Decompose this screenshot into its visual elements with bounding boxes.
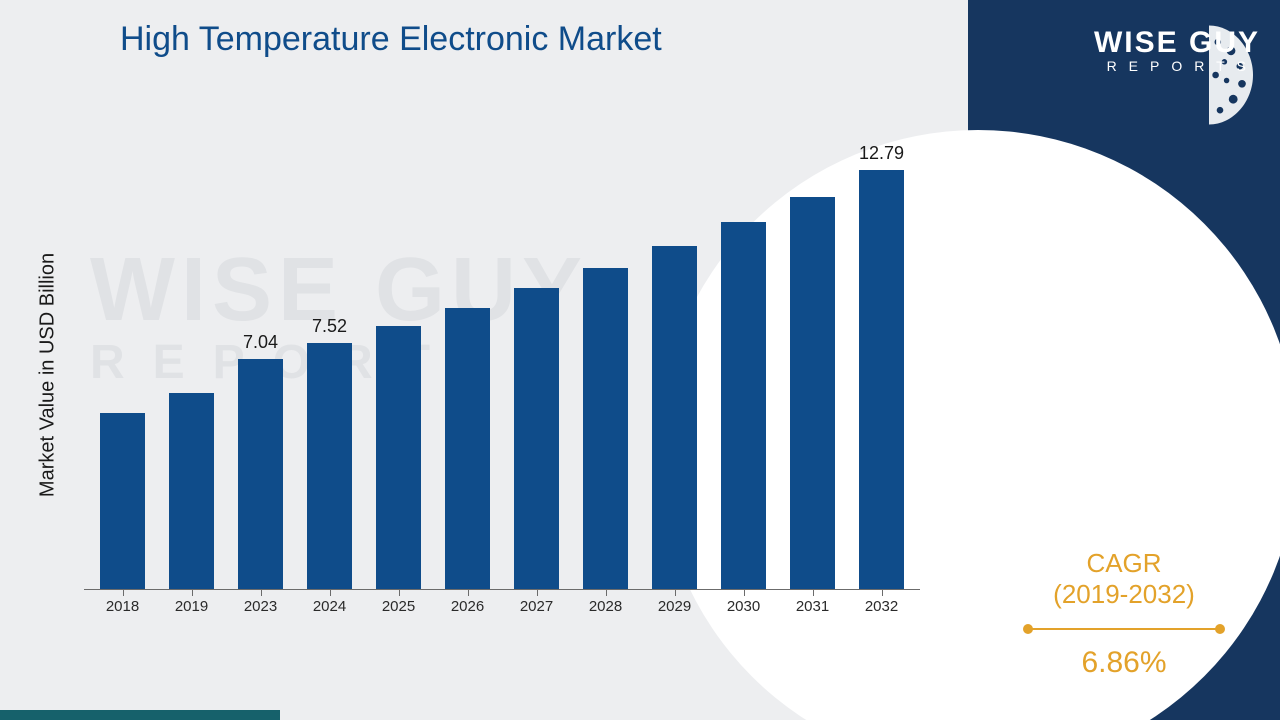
x-tick-label: 2028: [571, 590, 640, 620]
x-tick-label: 2031: [778, 590, 847, 620]
x-tick-label: 2019: [157, 590, 226, 620]
bar-value-label: 12.79: [859, 143, 904, 164]
brand-subname: REPORTS: [1094, 58, 1260, 74]
x-tick-label: 2026: [433, 590, 502, 620]
chart-title: High Temperature Electronic Market: [120, 20, 662, 59]
bar: [376, 326, 420, 590]
x-tick-label: 2027: [502, 590, 571, 620]
y-axis-label: Market Value in USD Billion: [37, 253, 60, 497]
right-panel: WISE GUY REPORTS CAGR (2019-2032) 6.86%: [968, 0, 1280, 720]
x-tick-label: 2029: [640, 590, 709, 620]
bar: [721, 222, 765, 590]
bar: [583, 268, 627, 590]
cagr-value: 6.86%: [998, 646, 1250, 680]
cagr-years: (2019-2032): [998, 579, 1250, 610]
bar: [445, 308, 489, 590]
plot-region: 7.04 7.52 12.79: [84, 130, 920, 590]
x-tick-label: 2032: [847, 590, 916, 620]
cagr-divider: [1028, 628, 1220, 630]
brand-name: WISE GUY: [1094, 26, 1260, 60]
bar-slot: [502, 130, 571, 590]
brand-block: WISE GUY REPORTS: [1094, 26, 1260, 74]
x-axis-labels: 2018201920232024202520262027202820292030…: [84, 590, 920, 620]
bar: [859, 170, 903, 590]
bar: [100, 413, 144, 590]
bar-slot: [364, 130, 433, 590]
bar-slot: [571, 130, 640, 590]
bar-value-label: 7.52: [312, 316, 347, 337]
bar-slot: 7.04: [226, 130, 295, 590]
bar-slot: [640, 130, 709, 590]
bottom-accent-bar: [0, 710, 280, 720]
bar-slot: 7.52: [295, 130, 364, 590]
x-tick-label: 2024: [295, 590, 364, 620]
x-tick-label: 2030: [709, 590, 778, 620]
bar-slot: [709, 130, 778, 590]
bar-value-label: 7.04: [243, 332, 278, 353]
bar-slot: 12.79: [847, 130, 916, 590]
bar-slot: [778, 130, 847, 590]
bar-slot: [88, 130, 157, 590]
bars-container: 7.04 7.52 12.79: [84, 130, 920, 590]
x-tick-label: 2025: [364, 590, 433, 620]
bar-slot: [157, 130, 226, 590]
bar: [169, 393, 213, 590]
bar: [790, 197, 834, 590]
bar-slot: [433, 130, 502, 590]
bar: [307, 343, 351, 590]
x-tick-label: 2023: [226, 590, 295, 620]
bar: [652, 246, 696, 590]
bar: [514, 288, 558, 590]
x-tick-label: 2018: [88, 590, 157, 620]
page-root: High Temperature Electronic Market WISE …: [0, 0, 1280, 720]
bar: [238, 359, 282, 590]
chart-area: Market Value in USD Billion 7.04 7.52 12.7…: [40, 130, 920, 620]
cagr-label: CAGR: [998, 548, 1250, 579]
cagr-block: CAGR (2019-2032) 6.86%: [998, 548, 1250, 680]
